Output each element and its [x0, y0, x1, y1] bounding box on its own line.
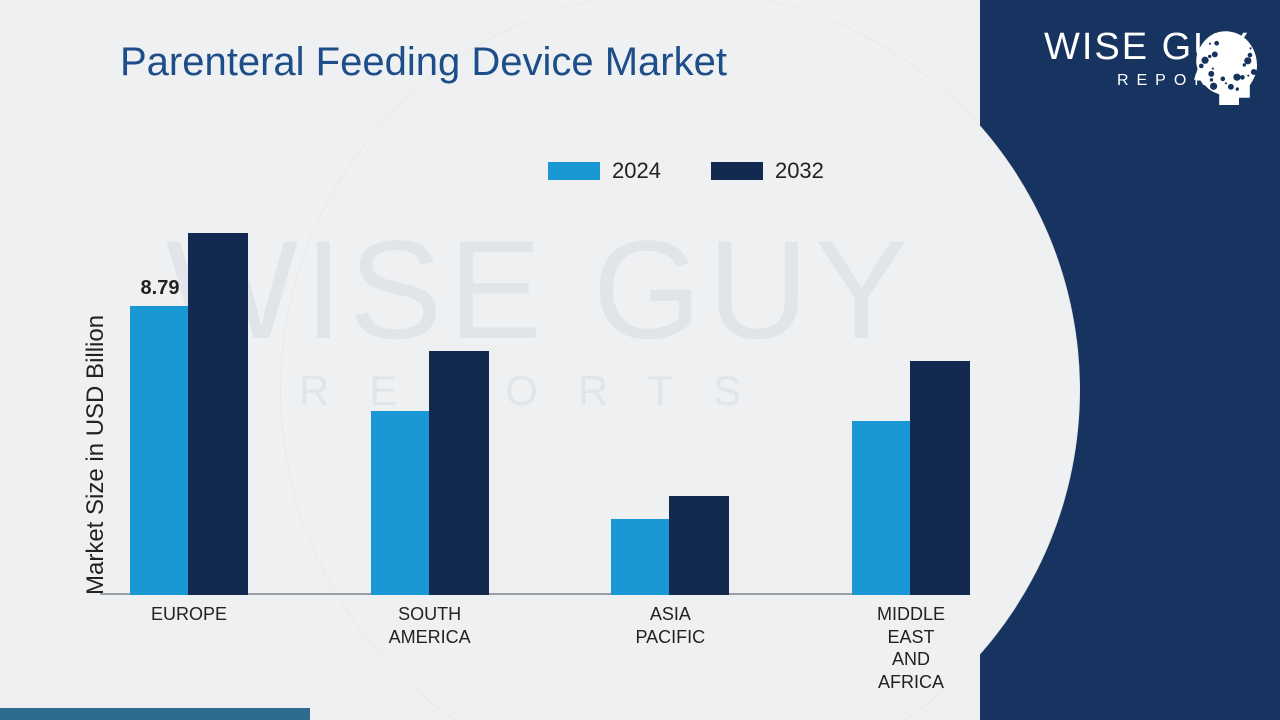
legend-label: 2032	[775, 158, 824, 184]
legend-swatch	[711, 162, 763, 180]
bar-value-label: 8.79	[120, 277, 200, 300]
legend-swatch	[548, 162, 600, 180]
category-label: EUROPE	[114, 603, 264, 626]
brand-head-icon	[1176, 24, 1266, 114]
category-label: MIDDLEEASTANDAFRICA	[836, 603, 986, 693]
bar-2032	[910, 361, 970, 595]
category-label: ASIAPACIFIC	[595, 603, 745, 648]
legend-label: 2024	[612, 158, 661, 184]
bar-group	[611, 496, 729, 595]
legend-item: 2032	[711, 158, 824, 184]
bar-2032	[669, 496, 729, 595]
chart-area: 8.79EUROPESOUTHAMERICAASIAPACIFICMIDDLEE…	[100, 200, 970, 595]
bottom-accent-stripe	[0, 708, 310, 720]
legend-item: 2024	[548, 158, 661, 184]
category-label: SOUTHAMERICA	[355, 603, 505, 648]
bar-2024	[611, 519, 671, 595]
bar-2024	[130, 306, 190, 595]
bar-2024	[852, 421, 912, 595]
chart-title: Parenteral Feeding Device Market	[120, 40, 727, 85]
bar-2032	[429, 351, 489, 595]
legend: 2024 2032	[548, 158, 824, 184]
bar-group	[371, 351, 489, 595]
bar-group	[852, 361, 970, 595]
bar-2024	[371, 411, 431, 595]
